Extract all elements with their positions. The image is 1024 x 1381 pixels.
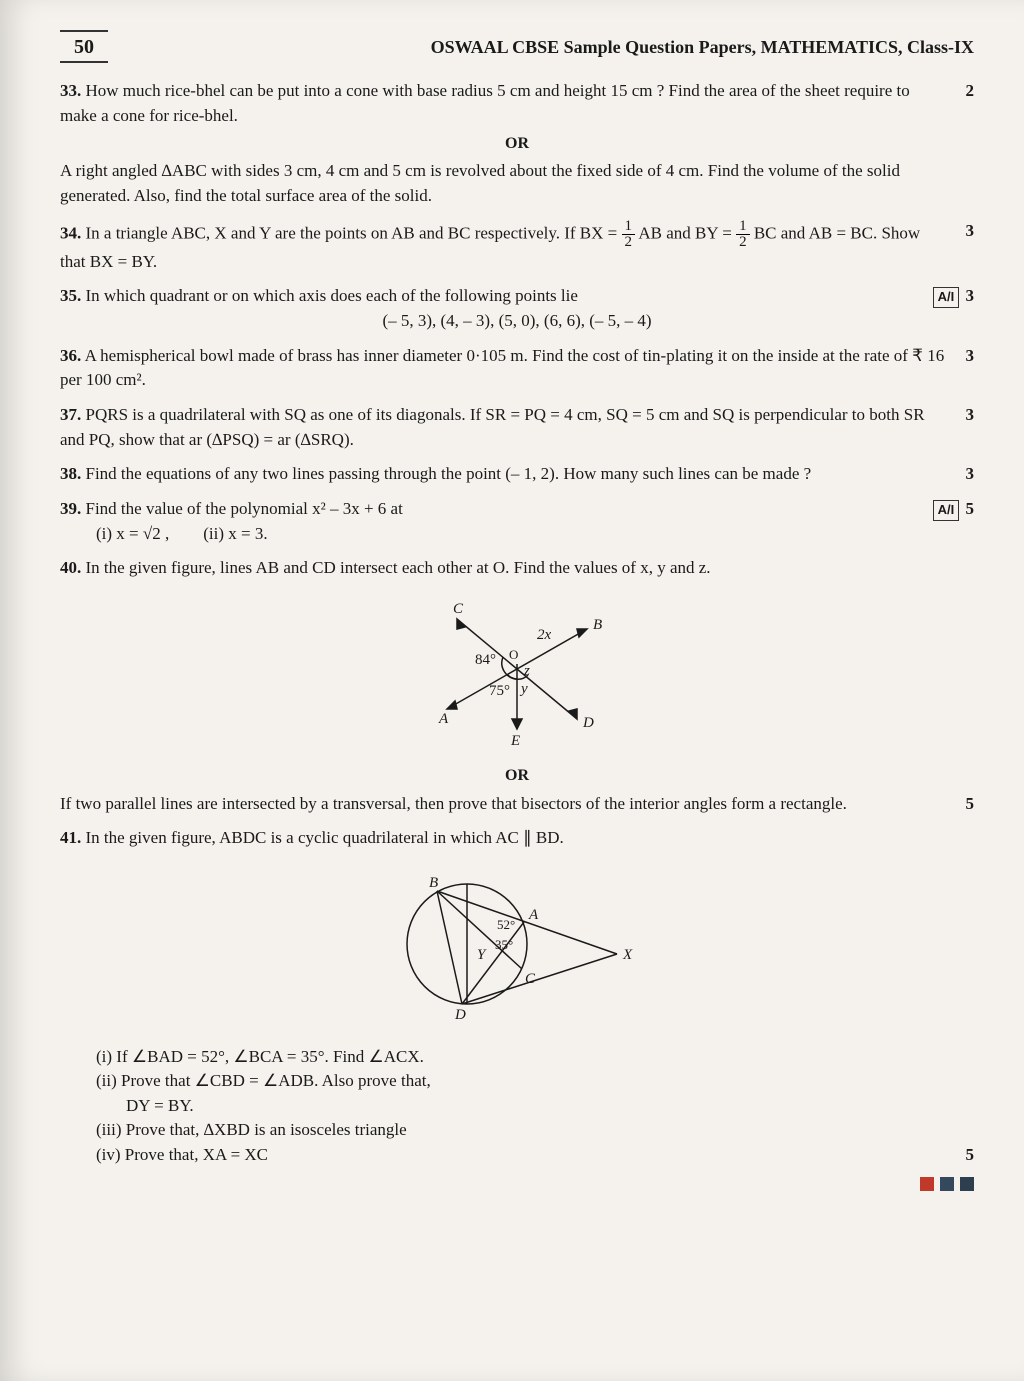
label-52: 52° xyxy=(497,917,515,932)
q38-number: 38. xyxy=(60,464,81,483)
label-D: D xyxy=(454,1007,466,1023)
label-B: B xyxy=(593,617,602,633)
q34-text-a: In a triangle ABC, X and Y are the point… xyxy=(86,223,622,242)
q33-number: 33. xyxy=(60,81,81,100)
square-2 xyxy=(940,1177,954,1191)
cyclic-quad-svg: B A D C X Y 52° 35° xyxy=(367,859,667,1029)
q41-iii: (iii) Prove that, ∆XBD is an isosceles t… xyxy=(96,1118,974,1143)
question-33: 2 33. How much rice-bhel can be put into… xyxy=(60,79,974,209)
q35-text: In which quadrant or on which axis does … xyxy=(86,286,578,305)
q38-text: Find the equations of any two lines pass… xyxy=(86,464,812,483)
question-37: 3 37. PQRS is a quadrilateral with SQ as… xyxy=(60,403,974,452)
label-2x: 2x xyxy=(537,627,552,643)
frac-half-1: 12 xyxy=(622,219,636,250)
label-84: 84° xyxy=(475,652,496,668)
label-B: B xyxy=(429,875,438,891)
header-row: 50 OSWAAL CBSE Sample Question Papers, M… xyxy=(60,30,974,63)
q39-opt-ii: (ii) x = 3. xyxy=(203,524,267,543)
q40-alt: If two parallel lines are intersected by… xyxy=(60,792,974,817)
marks-41: 5 xyxy=(966,1143,975,1168)
label-A: A xyxy=(438,711,449,727)
label-D: D xyxy=(582,715,594,731)
marks-33: 2 xyxy=(966,79,975,104)
label-A: A xyxy=(528,907,539,923)
q40-number: 40. xyxy=(60,558,81,577)
label-X: X xyxy=(622,947,633,963)
q41-ii: (ii) Prove that ∠CBD = ∠ADB. Also prove … xyxy=(96,1069,974,1094)
ai-badge-39: A/I xyxy=(933,500,960,521)
question-41: 41. In the given figure, ABDC is a cycli… xyxy=(60,826,974,1198)
page-number: 50 xyxy=(60,30,108,63)
q36-text: A hemispherical bowl made of brass has i… xyxy=(60,346,944,390)
marks-39: A/I 5 xyxy=(933,497,974,522)
frac-half-2: 12 xyxy=(736,219,750,250)
label-35: 35° xyxy=(495,937,513,952)
question-34: 3 34. In a triangle ABC, X and Y are the… xyxy=(60,219,974,275)
exam-page: 50 OSWAAL CBSE Sample Question Papers, M… xyxy=(0,0,1024,1381)
q41-text: In the given figure, ABDC is a cyclic qu… xyxy=(86,828,564,847)
q41-iv: (iv) Prove that, XA = XC xyxy=(96,1143,974,1168)
q41-number: 41. xyxy=(60,828,81,847)
q39-number: 39. xyxy=(60,499,81,518)
label-Y: Y xyxy=(477,947,487,963)
label-75: 75° xyxy=(489,683,510,699)
label-y: y xyxy=(519,681,528,697)
q34-number: 34. xyxy=(60,223,81,242)
q39-options: (i) x = √2 , (ii) x = 3. xyxy=(96,522,974,547)
q40-diagram: C B A D E 2x 84° 75° z y O xyxy=(60,589,974,757)
label-C: C xyxy=(525,971,536,987)
q33-text: How much rice-bhel can be put into a con… xyxy=(60,81,910,125)
question-38: 3 38. Find the equations of any two line… xyxy=(60,462,974,487)
question-35: A/I 3 35. In which quadrant or on which … xyxy=(60,284,974,333)
marks-37: 3 xyxy=(966,403,975,428)
marks-35: A/I 3 xyxy=(933,284,974,309)
marks-40: 5 xyxy=(966,792,975,817)
marks-34: 3 xyxy=(966,219,975,244)
question-40: 40. In the given figure, lines AB and CD… xyxy=(60,556,974,816)
q39-opt-i: (i) x = √2 , xyxy=(96,524,169,543)
marks-36: 3 xyxy=(966,344,975,369)
label-C: C xyxy=(453,601,464,617)
label-E: E xyxy=(510,733,520,749)
label-z: z xyxy=(523,663,530,679)
ai-badge-35: A/I xyxy=(933,287,960,308)
q35-points: (– 5, 3), (4, – 3), (5, 0), (6, 6), (– 5… xyxy=(60,309,974,334)
square-1 xyxy=(920,1177,934,1191)
end-squares xyxy=(918,1174,975,1199)
q41-i: (i) If ∠BAD = 52°, ∠BCA = 35°. Find ∠ACX… xyxy=(96,1045,974,1070)
question-36: 3 36. A hemispherical bowl made of brass… xyxy=(60,344,974,393)
q35-number: 35. xyxy=(60,286,81,305)
q36-number: 36. xyxy=(60,346,81,365)
label-O: O xyxy=(509,647,518,662)
square-3 xyxy=(960,1177,974,1191)
question-39: A/I 5 39. Find the value of the polynomi… xyxy=(60,497,974,546)
q34-text-b: AB and BY = xyxy=(638,223,736,242)
q40-or: OR xyxy=(60,764,974,787)
q41-diagram: B A D C X Y 52° 35° xyxy=(60,859,974,1037)
q41-ii-b: DY = BY. xyxy=(126,1094,974,1119)
q37-text: PQRS is a quadrilateral with SQ as one o… xyxy=(60,405,925,449)
q33-alt: A right angled ∆ABC with sides 3 cm, 4 c… xyxy=(60,159,974,208)
q39-text: Find the value of the polynomial x² – 3x… xyxy=(86,499,403,518)
q40-text: In the given figure, lines AB and CD int… xyxy=(86,558,711,577)
intersecting-lines-svg: C B A D E 2x 84° 75° z y O xyxy=(397,589,637,749)
marks-38: 3 xyxy=(966,462,975,487)
book-header: OSWAAL CBSE Sample Question Papers, MATH… xyxy=(431,37,974,58)
q33-or: OR xyxy=(60,132,974,155)
q37-number: 37. xyxy=(60,405,81,424)
